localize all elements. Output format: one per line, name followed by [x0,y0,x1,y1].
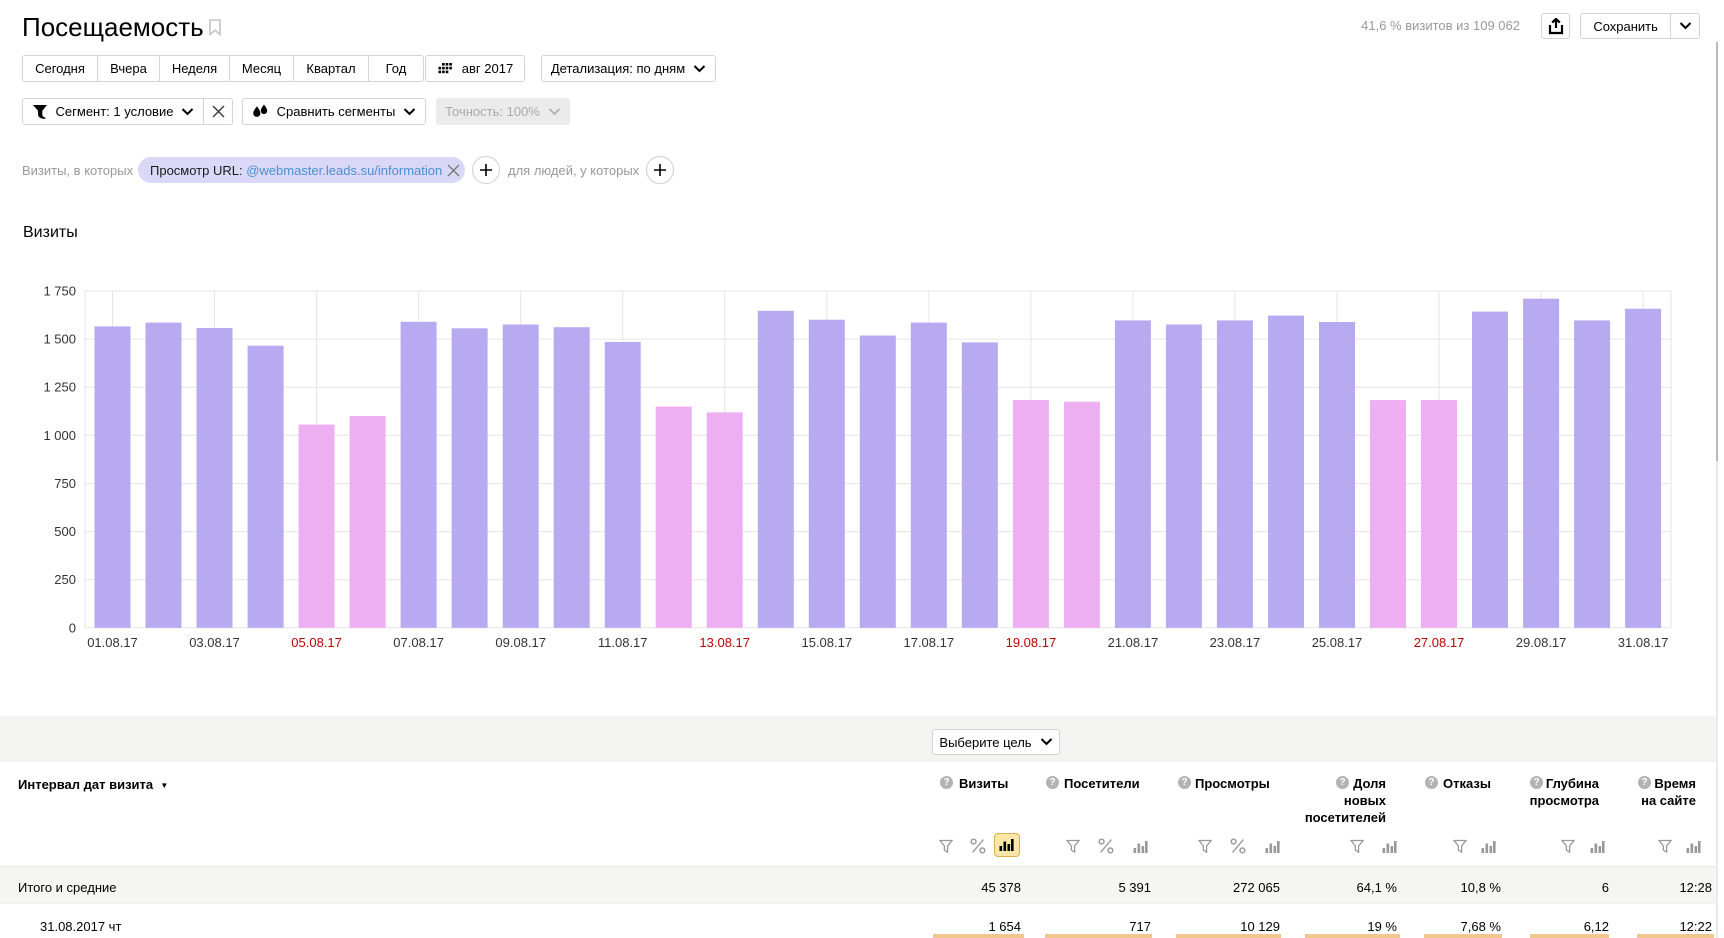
svg-text:07.08.17: 07.08.17 [393,635,444,650]
svg-text:250: 250 [54,572,76,587]
svg-text:15.08.17: 15.08.17 [801,635,852,650]
svg-text:09.08.17: 09.08.17 [495,635,546,650]
svg-text:31.08.17: 31.08.17 [1618,635,1669,650]
svg-text:1 250: 1 250 [43,380,76,395]
svg-text:21.08.17: 21.08.17 [1108,635,1159,650]
svg-text:17.08.17: 17.08.17 [903,635,954,650]
svg-text:27.08.17: 27.08.17 [1414,635,1465,650]
svg-text:11.08.17: 11.08.17 [598,635,648,650]
svg-text:25.08.17: 25.08.17 [1312,635,1363,650]
svg-text:01.08.17: 01.08.17 [87,635,138,650]
svg-text:13.08.17: 13.08.17 [699,635,750,650]
svg-text:23.08.17: 23.08.17 [1210,635,1261,650]
svg-text:1 000: 1 000 [43,428,76,443]
svg-text:03.08.17: 03.08.17 [189,635,240,650]
svg-text:1 500: 1 500 [43,332,76,347]
svg-text:0: 0 [69,620,76,635]
svg-text:19.08.17: 19.08.17 [1006,635,1057,650]
svg-text:750: 750 [54,476,76,491]
svg-text:05.08.17: 05.08.17 [291,635,342,650]
svg-text:1 750: 1 750 [43,285,76,299]
svg-text:29.08.17: 29.08.17 [1516,635,1567,650]
svg-text:500: 500 [54,524,76,539]
